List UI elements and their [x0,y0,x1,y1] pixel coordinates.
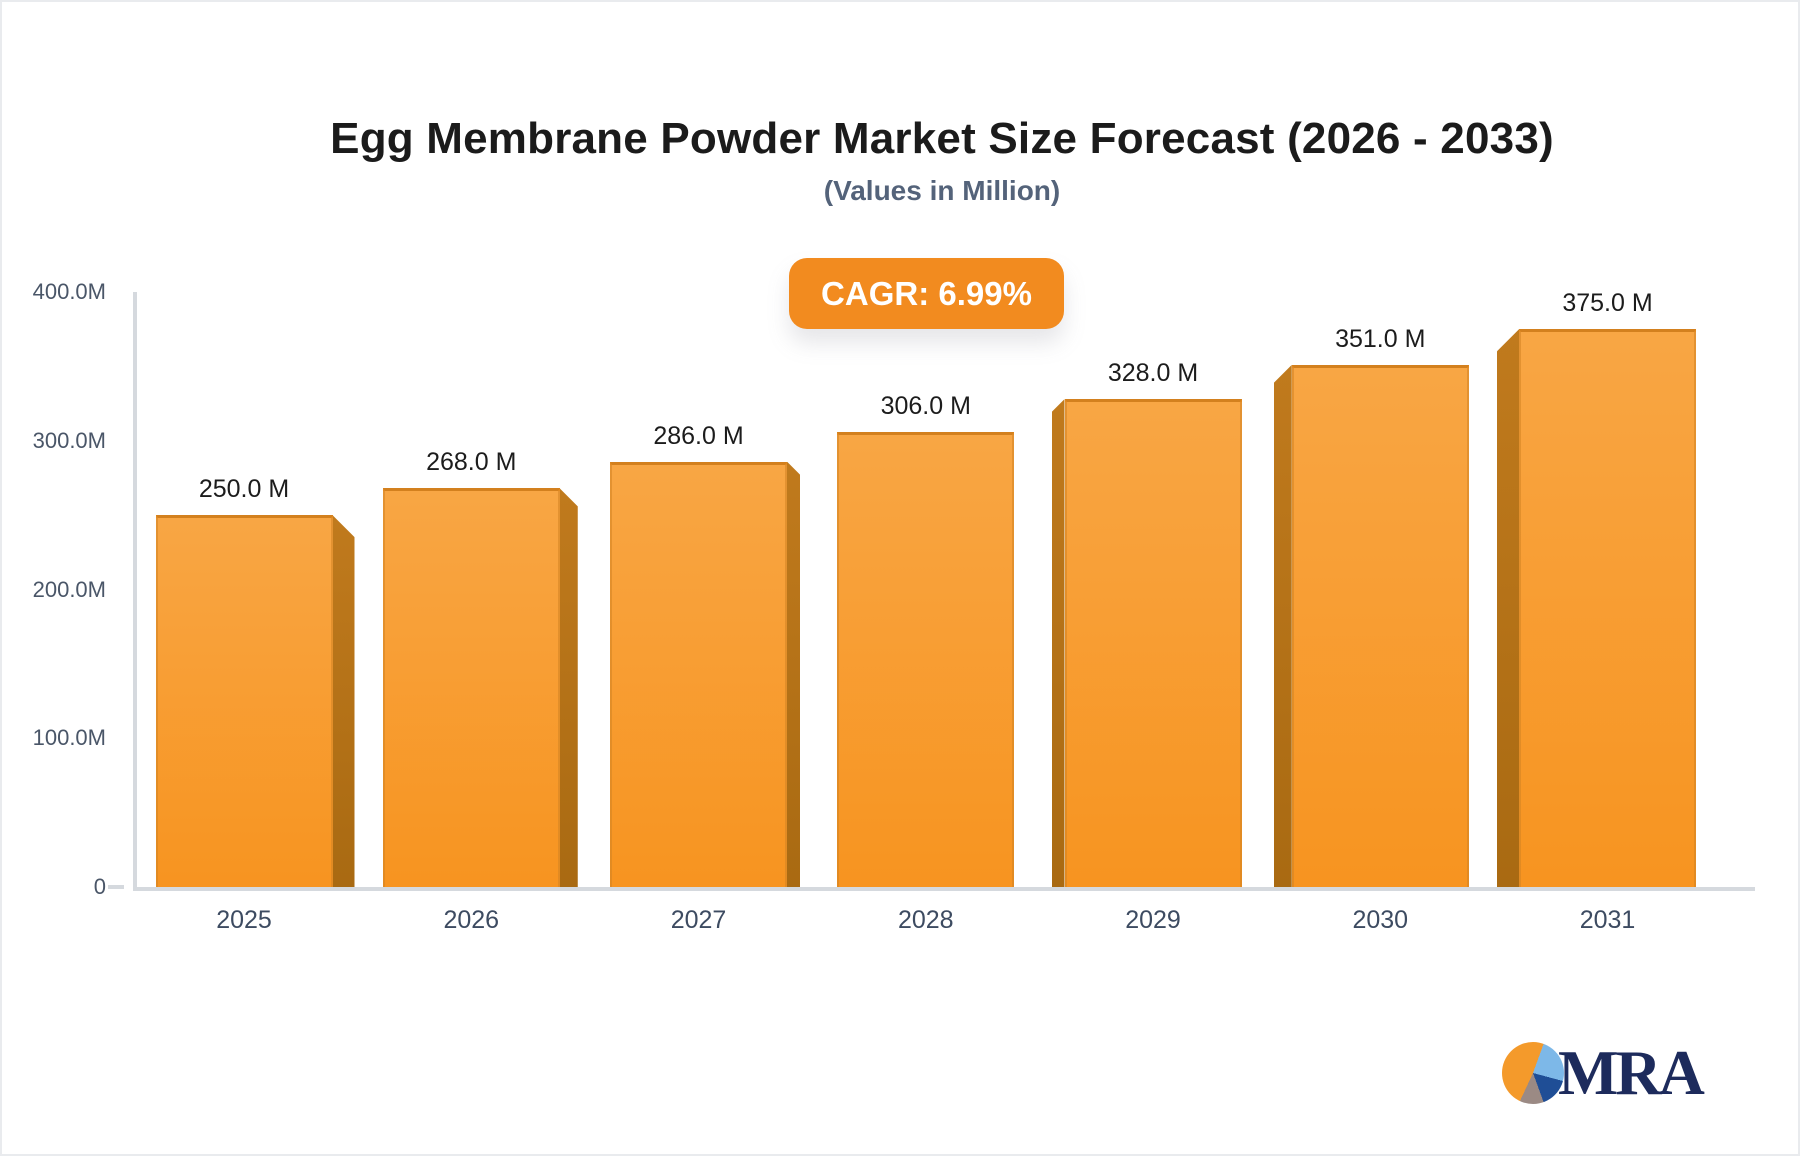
x-axis-label: 2026 [443,906,500,934]
x-axis-label: 2031 [1579,906,1636,934]
bar-face[interactable] [1064,399,1242,887]
bar-face[interactable] [1519,329,1696,887]
bar-face[interactable] [155,515,333,887]
y-axis-label: 0 [93,874,106,899]
bar-value-label: 306.0 M [880,391,971,420]
x-axis-label: 2027 [670,906,727,934]
zero-tick-mark [108,885,124,889]
y-axis-label: 300.0M [32,427,106,453]
bar-value-label: 375.0 M [1562,289,1653,318]
bar-side-face [787,461,800,887]
x-axis-label: 2025 [216,906,272,934]
brand-logo-text: MRA [1558,1037,1705,1108]
pie-chart-logo-icon [1502,1042,1564,1104]
bar-side-face [1051,399,1065,887]
bar-value-label: 268.0 M [426,448,517,477]
bar-face[interactable] [1291,364,1469,887]
bar-face[interactable] [837,431,1015,887]
y-axis-label: 200.0M [32,576,106,602]
bar-side-face [559,488,578,887]
bar-side-face [332,515,355,887]
bar-value-label: 351.0 M [1335,324,1426,353]
x-axis-label: 2030 [1352,906,1409,934]
bar-value-label: 286.0 M [653,421,744,450]
y-axis-label: 100.0M [32,725,106,751]
chart-title: Egg Membrane Powder Market Size Forecast… [330,114,1554,163]
bar-value-label: 328.0 M [1107,359,1199,388]
y-axis-label: 400.0M [32,279,106,304]
x-axis-label: 2028 [897,906,954,934]
y-axis-line [133,292,137,891]
bar-face[interactable] [382,488,560,887]
bar-value-label: 250.0 M [198,475,290,504]
bar-face[interactable] [610,461,787,887]
x-axis-label: 2029 [1125,906,1181,934]
cagr-badge: CAGR: 6.99% [789,258,1064,329]
x-axis-line [133,887,1755,891]
bar-side-face [1273,364,1292,887]
chart-subtitle: (Values in Million) [823,175,1061,206]
brand-logo: MRA [1502,1037,1705,1108]
bar-side-face [1497,329,1519,887]
